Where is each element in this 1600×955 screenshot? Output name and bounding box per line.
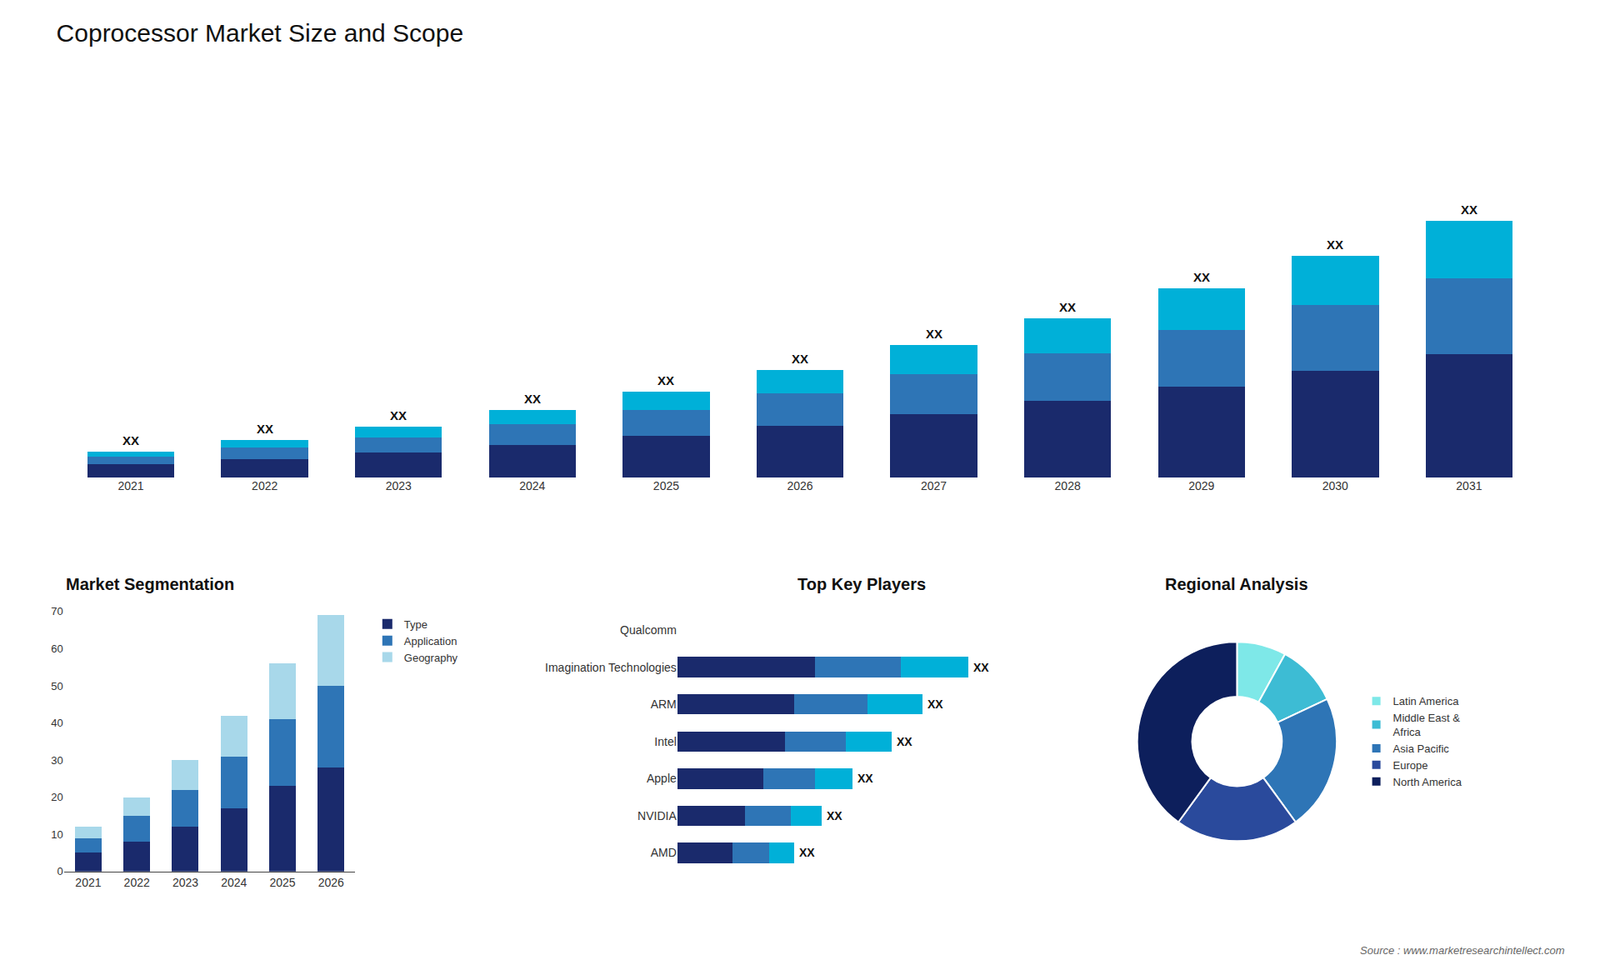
svg-text:XX: XX: [256, 421, 274, 436]
svg-text:XX: XX: [1193, 270, 1210, 285]
svg-text:2023: 2023: [385, 479, 412, 493]
svg-text:30: 30: [50, 754, 63, 767]
svg-text:XX: XX: [799, 845, 815, 860]
svg-text:AMD: AMD: [650, 845, 677, 860]
svg-text:Top Key Players: Top Key Players: [797, 575, 926, 594]
svg-text:Middle East &Africa: Middle East &Africa: [1393, 711, 1461, 739]
svg-text:2024: 2024: [220, 875, 247, 890]
svg-text:2026: 2026: [318, 875, 345, 890]
svg-text:2024: 2024: [519, 479, 545, 493]
svg-text:Market Segmentation: Market Segmentation: [65, 575, 235, 594]
svg-text:XX: XX: [1059, 300, 1076, 315]
svg-text:2028: 2028: [1055, 479, 1081, 493]
svg-text:Coprocessor Market Size and Sc: Coprocessor Market Size and Scope: [56, 19, 465, 47]
svg-text:ARM: ARM: [650, 697, 677, 711]
svg-text:2022: 2022: [251, 479, 278, 493]
svg-text:North America: North America: [1393, 775, 1463, 789]
svg-text:XX: XX: [657, 373, 675, 388]
svg-text:XX: XX: [826, 809, 843, 823]
svg-text:Application: Application: [404, 635, 458, 648]
svg-text:2026: 2026: [786, 479, 813, 493]
svg-text:20: 20: [50, 790, 63, 804]
svg-text:Latin America: Latin America: [1393, 695, 1460, 708]
svg-text:XX: XX: [1326, 237, 1344, 252]
svg-text:60: 60: [50, 642, 63, 655]
svg-text:2022: 2022: [124, 875, 150, 890]
svg-text:Intel: Intel: [654, 735, 676, 749]
svg-text:Apple: Apple: [646, 771, 677, 785]
svg-text:XX: XX: [925, 326, 943, 341]
svg-text:XX: XX: [1460, 202, 1478, 217]
svg-text:2031: 2031: [1455, 479, 1482, 493]
svg-text:XX: XX: [896, 735, 913, 749]
svg-text:Source : www.marketresearchint: Source : www.marketresearchintellect.com: [1360, 944, 1565, 955]
svg-text:0: 0: [57, 865, 64, 878]
svg-text:2021: 2021: [75, 875, 101, 890]
svg-text:2025: 2025: [653, 479, 680, 493]
svg-text:70: 70: [50, 605, 63, 618]
svg-text:Qualcomm: Qualcomm: [620, 623, 677, 637]
svg-text:XX: XX: [390, 408, 407, 423]
svg-text:2025: 2025: [269, 875, 295, 890]
svg-text:XX: XX: [973, 660, 990, 675]
svg-text:XX: XX: [791, 351, 809, 366]
svg-text:Asia Pacific: Asia Pacific: [1393, 742, 1450, 755]
svg-text:40: 40: [50, 716, 63, 730]
svg-text:XX: XX: [122, 433, 140, 448]
svg-text:XX: XX: [524, 391, 541, 406]
svg-text:Type: Type: [404, 618, 428, 631]
svg-text:Geography: Geography: [404, 651, 459, 665]
svg-text:2021: 2021: [118, 479, 145, 493]
svg-text:2027: 2027: [920, 479, 947, 493]
svg-text:NVIDIA: NVIDIA: [637, 809, 677, 823]
svg-text:2023: 2023: [172, 875, 199, 890]
svg-text:50: 50: [50, 679, 63, 692]
svg-text:2029: 2029: [1188, 479, 1215, 493]
svg-text:2030: 2030: [1322, 479, 1349, 493]
svg-text:Imagination Technologies: Imagination Technologies: [545, 660, 677, 675]
svg-text:XX: XX: [927, 697, 944, 711]
svg-text:Regional Analysis: Regional Analysis: [1165, 575, 1309, 594]
svg-text:Europe: Europe: [1393, 759, 1429, 772]
svg-text:10: 10: [50, 828, 63, 841]
svg-text:XX: XX: [857, 771, 874, 785]
